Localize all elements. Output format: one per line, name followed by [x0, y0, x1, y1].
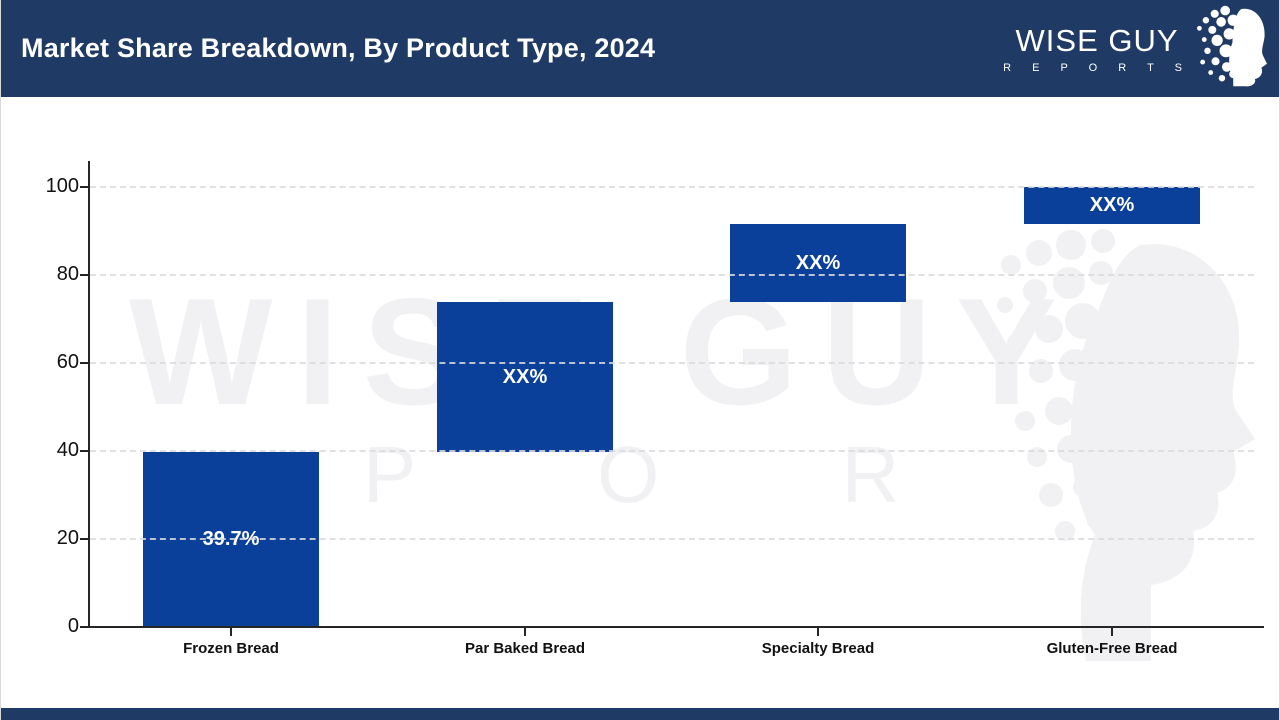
- x-tick-mark-specialty-bread: [817, 628, 819, 636]
- y-tick-mark-60: [80, 362, 88, 364]
- bar-par-baked-bread: XX%: [437, 302, 613, 453]
- brand-subtitle: R E P O R T S: [1003, 62, 1191, 74]
- y-tick-mark-100: [80, 186, 88, 188]
- page-title: Market Share Breakdown, By Product Type,…: [21, 33, 656, 63]
- brand-face-icon: [1193, 4, 1267, 93]
- x-tick-label-frozen-bread: Frozen Bread: [183, 640, 279, 657]
- gridline-40: [90, 450, 1254, 452]
- x-tick-mark-gluten-free-bread: [1111, 628, 1113, 636]
- y-axis-line: [88, 161, 90, 628]
- header-banner: Market Share Breakdown, By Product Type,…: [1, 0, 1279, 97]
- x-tick-label-specialty-bread: Specialty Bread: [761, 640, 875, 657]
- x-tick-label-gluten-free-bread: Gluten-Free Bread: [1046, 640, 1178, 657]
- brand-logo: WISE GUY R E P O R T S: [1003, 4, 1267, 93]
- y-tick-mark-0: [80, 626, 88, 628]
- y-tick-label: 0: [67, 615, 79, 637]
- y-tick-mark-80: [80, 274, 88, 276]
- y-tick-mark-40: [80, 450, 88, 452]
- brand-name: WISE GUY: [1015, 23, 1179, 58]
- y-tick-label: 80: [56, 263, 79, 285]
- y-tick-label: 100: [45, 175, 79, 197]
- bar-value-label: XX%: [502, 365, 548, 388]
- watermark-face-icon: [991, 225, 1263, 666]
- bar-value-label: XX%: [1089, 193, 1135, 216]
- bar-specialty-bread: XX%: [730, 223, 906, 303]
- y-tick-mark-20: [80, 538, 88, 540]
- x-tick-mark-par-baked-bread: [524, 628, 526, 636]
- bar-gluten-free-bread: XX%: [1024, 187, 1200, 224]
- y-tick-label: 40: [56, 439, 79, 461]
- gridline-60: [90, 362, 1254, 364]
- x-axis-line: [88, 626, 1264, 628]
- y-tick-label: 60: [56, 351, 79, 373]
- bar-value-label: XX%: [795, 251, 841, 274]
- chart-area: WISE GUY P O R T S: [1, 97, 1279, 708]
- gridline-100: [90, 186, 1254, 188]
- footer-bar: [1, 708, 1279, 720]
- brand-logo-text: WISE GUY R E P O R T S: [1003, 23, 1191, 74]
- x-tick-label-par-baked-bread: Par Baked Bread: [464, 640, 586, 657]
- y-tick-label: 20: [56, 527, 79, 549]
- gridline-80: [90, 274, 1254, 276]
- gridline-20: [90, 538, 1254, 540]
- x-tick-mark-frozen-bread: [230, 628, 232, 636]
